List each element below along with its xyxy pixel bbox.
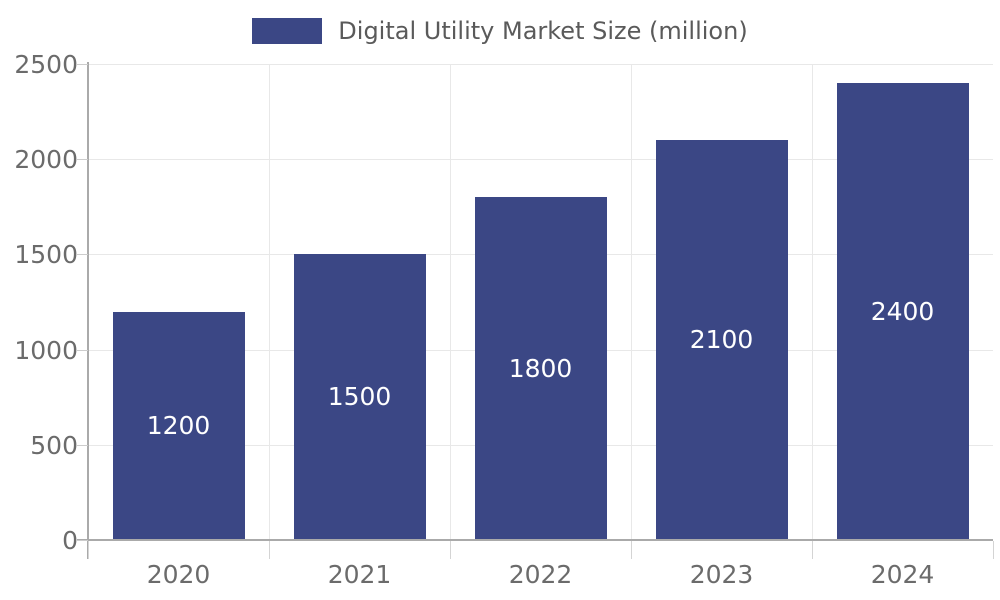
bar-value-label: 2100	[689, 325, 754, 355]
legend-label: Digital Utility Market Size (million)	[338, 17, 748, 45]
plot-area: 1200 1500 1800 2100 2400	[88, 64, 993, 541]
gridline-horizontal	[88, 64, 993, 65]
x-axis-line	[77, 539, 993, 541]
y-axis-tick-label: 0	[62, 526, 78, 555]
y-axis-tick-labels: 0 500 1000 1500 2000 2500	[0, 0, 78, 600]
gridline-vertical	[269, 64, 270, 540]
bar-2024[interactable]: 2400	[836, 83, 969, 540]
chart-legend: Digital Utility Market Size (million)	[0, 14, 1000, 48]
x-axis-tick-mark	[88, 541, 89, 559]
y-axis-tick-mark	[76, 349, 88, 351]
gridline-vertical	[812, 64, 813, 540]
x-axis-tick-label: 2024	[870, 560, 935, 589]
y-axis-line	[87, 62, 89, 559]
x-axis-tick-label: 2020	[146, 560, 211, 589]
x-axis-tick-label: 2021	[327, 560, 392, 589]
bar-2023[interactable]: 2100	[655, 140, 788, 540]
x-axis-tick-mark	[269, 541, 270, 559]
bar-value-label: 2400	[870, 296, 935, 326]
bar-value-label: 1800	[508, 353, 573, 383]
y-axis-tick-label: 1500	[14, 240, 78, 270]
x-axis-tick-mark	[631, 541, 632, 559]
x-axis-tick-label: 2022	[508, 560, 573, 589]
y-axis-tick-mark	[76, 444, 88, 446]
gridline-vertical	[450, 64, 451, 540]
bar-2020[interactable]: 1200	[112, 311, 245, 540]
y-axis-tick-mark	[76, 159, 88, 161]
gridline-horizontal	[88, 159, 993, 161]
bar-2022[interactable]: 1800	[474, 197, 607, 540]
y-axis-tick-label: 1000	[14, 335, 78, 365]
bar-2021[interactable]: 1500	[293, 254, 426, 540]
x-axis-tick-mark	[812, 541, 813, 559]
y-axis-tick-mark	[76, 254, 88, 256]
gridline-vertical	[631, 64, 632, 540]
y-axis-tick-label: 2000	[14, 145, 78, 175]
x-axis-tick-mark	[993, 541, 994, 559]
bar-value-label: 1500	[327, 382, 392, 412]
y-axis-tick-mark	[76, 64, 88, 65]
y-axis-tick-mark	[76, 540, 88, 541]
bar-value-label: 1200	[146, 410, 211, 440]
x-axis-tick-mark	[450, 541, 451, 559]
x-axis-tick-label: 2023	[689, 560, 754, 589]
y-axis-tick-label: 2500	[14, 50, 78, 79]
legend-color-swatch	[252, 18, 323, 44]
legend-item-digital-utility-market-size[interactable]: Digital Utility Market Size (million)	[252, 17, 748, 45]
y-axis-tick-label: 500	[30, 430, 78, 460]
